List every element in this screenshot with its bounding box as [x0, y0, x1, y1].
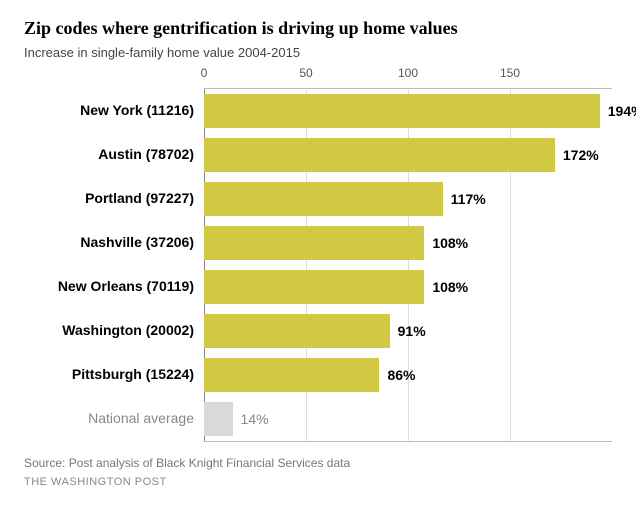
row-label: Washington (20002): [24, 308, 204, 352]
chart-subtitle: Increase in single-family home value 200…: [24, 45, 612, 60]
chart-area: New York (11216)Austin (78702)Portland (…: [24, 64, 612, 442]
bar: 194%: [204, 94, 600, 128]
source-text: Source: Post analysis of Black Knight Fi…: [24, 456, 612, 470]
x-tick-label: 100: [398, 66, 418, 80]
bar: 108%: [204, 226, 424, 260]
value-label: 86%: [387, 367, 415, 383]
bar-row: 86%: [204, 353, 612, 397]
credit-text: THE WASHINGTON POST: [24, 476, 612, 488]
row-label: Portland (97227): [24, 176, 204, 220]
bar: 91%: [204, 314, 390, 348]
x-tick-label: 0: [201, 66, 208, 80]
bar: 86%: [204, 358, 379, 392]
bar-row: 91%: [204, 309, 612, 353]
value-label: 108%: [432, 279, 468, 295]
x-tick-label: 50: [299, 66, 312, 80]
row-label: New Orleans (70119): [24, 264, 204, 308]
bar-row: 117%: [204, 177, 612, 221]
row-label: Nashville (37206): [24, 220, 204, 264]
value-label: 91%: [398, 323, 426, 339]
row-label: Pittsburgh (15224): [24, 352, 204, 396]
x-tick-label: 150: [500, 66, 520, 80]
chart-title: Zip codes where gentrification is drivin…: [24, 18, 612, 39]
value-label: 194%: [608, 103, 636, 119]
bar-row: 172%: [204, 133, 612, 177]
row-label: New York (11216): [24, 88, 204, 132]
bar: 117%: [204, 182, 443, 216]
value-label: 117%: [451, 191, 486, 207]
chart-footer: Source: Post analysis of Black Knight Fi…: [24, 456, 612, 488]
bar-row: 108%: [204, 265, 612, 309]
bar-row: 14%: [204, 397, 612, 441]
value-label: 172%: [563, 147, 599, 163]
row-label: Austin (78702): [24, 132, 204, 176]
labels-column: New York (11216)Austin (78702)Portland (…: [24, 64, 204, 442]
bar: 172%: [204, 138, 555, 172]
x-axis: 0 50 100 150: [204, 64, 612, 88]
value-label: 14%: [241, 411, 269, 427]
plot-column: 0 50 100 150 194% 172% 117% 108% 108% 91% 86% 14%: [204, 64, 612, 442]
bar: 14%: [204, 402, 233, 436]
row-label: National average: [24, 396, 204, 440]
value-label: 108%: [432, 235, 468, 251]
bar: 108%: [204, 270, 424, 304]
bar-row: 108%: [204, 221, 612, 265]
bar-row: 194%: [204, 89, 612, 133]
bars-area: 194% 172% 117% 108% 108% 91% 86% 14%: [204, 88, 612, 442]
